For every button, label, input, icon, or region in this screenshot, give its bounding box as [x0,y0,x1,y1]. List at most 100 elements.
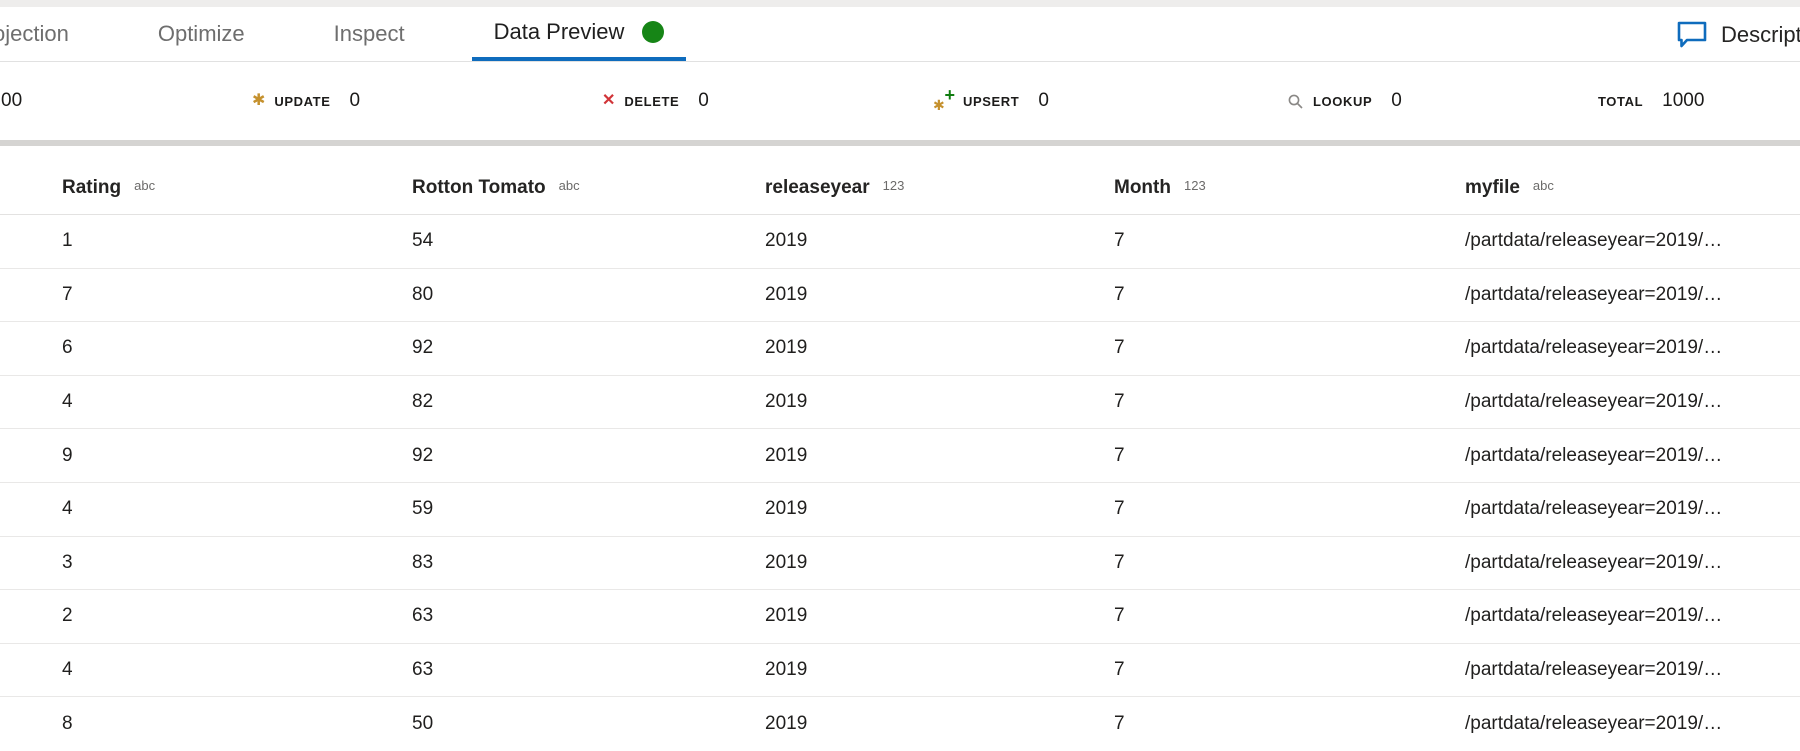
cell: 83 [412,551,434,573]
stat-label: UPDATE [274,93,331,109]
asterisk-plus-icon: ✱ + [933,86,955,113]
stat-upsert: ✱ + UPSERT 0 [933,86,1049,113]
preview-ready-dot-icon [642,21,665,43]
column-type-badge: abc [1532,177,1554,193]
cell: 2019 [765,498,808,520]
table-body: 1 54 2019 7/partdata/releaseyear=2019/… 7 80 2… [0,215,1800,751]
stat-value: 0 [1391,90,1402,111]
cell: 92 [412,444,434,466]
table-row[interactable]: 4 82 2019 7/partdata/releaseyear=2019/… [0,375,1800,430]
column-name: Rotton Tomato [412,176,546,198]
tab-inspect[interactable]: Inspect [312,7,427,61]
column-name: releaseyear [765,176,870,198]
stat-value: 0 [1038,90,1049,111]
cell: /partdata/releaseyear=2019/… [1465,551,1723,573]
cell: /partdata/releaseyear=2019/… [1465,659,1723,681]
tab-label: Data Preview [493,19,625,44]
cell: 7 [1114,713,1125,735]
cell: 9 [62,444,73,466]
description-button-label: Description [1721,21,1800,47]
x-icon: ✕ [602,92,616,109]
stat-total: TOTAL 1000 [1598,90,1704,112]
comment-icon [1677,21,1707,48]
cell: 4 [62,391,73,413]
table-row[interactable]: 8 50 2019 7/partdata/releaseyear=2019/… [0,697,1800,751]
table-row[interactable]: 9 92 2019 7/partdata/releaseyear=2019/… [0,429,1800,483]
asterisk-icon: ✱ [252,92,266,109]
tab-bar: Projection Optimize Inspect Data Preview De… [0,7,1800,62]
column-header-myfile[interactable]: myfile abc [1465,177,1799,199]
stat-update: ✱ UPDATE 0 [252,90,360,112]
column-name: myfile [1465,176,1520,198]
cell: 2019 [765,605,808,627]
description-button[interactable]: Description [1677,7,1800,62]
cell: 2019 [765,444,808,466]
top-divider-strip [0,0,1800,7]
cell: 63 [412,605,434,627]
stat-label: TOTAL [1598,93,1644,109]
table-row[interactable]: 2 63 2019 7/partdata/releaseyear=2019/… [0,590,1800,644]
column-header-rating[interactable]: Rating abc [62,177,412,199]
tab-label: Optimize [157,21,245,46]
cell: 4 [62,659,73,681]
table-row[interactable]: 6 92 2019 7/partdata/releaseyear=2019/… [0,322,1800,376]
cell: 2 [62,605,73,627]
column-header-month[interactable]: Month 123 [1114,177,1465,199]
column-type-badge: abc [558,177,580,193]
table-row[interactable]: 3 83 2019 7/partdata/releaseyear=2019/… [0,536,1800,591]
cell: 2019 [765,391,808,413]
tab-label: Projection [0,21,69,46]
cell: 2019 [765,337,808,359]
tab-list: Projection Optimize Inspect Data Preview [0,7,687,61]
cell: /partdata/releaseyear=2019/… [1465,605,1723,627]
column-type-badge: 123 [882,177,905,193]
cell: 8 [62,713,73,735]
cell: 2019 [765,283,808,305]
table-row[interactable]: 4 59 2019 7/partdata/releaseyear=2019/… [0,482,1800,537]
tab-label: Inspect [333,21,405,46]
tab-optimize[interactable]: Optimize [136,7,267,61]
cell: 7 [1114,391,1125,413]
stat-value: 0 [698,90,709,111]
column-type-badge: abc [134,177,156,193]
column-header-rotton-tomato[interactable]: Rotton Tomato abc [412,177,765,199]
cell: 7 [1114,498,1125,520]
cell: 7 [1114,283,1125,305]
asterisk-glyph: ✱ [933,97,945,113]
stat-label: DELETE [624,93,680,109]
cell: 7 [1114,605,1125,627]
cell: 7 [1114,659,1125,681]
cell: 3 [62,551,73,573]
cell: 2019 [765,551,808,573]
table-row[interactable]: 4 63 2019 7/partdata/releaseyear=2019/… [0,643,1800,698]
cell: /partdata/releaseyear=2019/… [1465,283,1723,305]
table-row[interactable]: 7 80 2019 7/partdata/releaseyear=2019/… [0,268,1800,323]
cell: /partdata/releaseyear=2019/… [1465,713,1723,735]
magnifier-icon [1288,94,1303,109]
cell: /partdata/releaseyear=2019/… [1465,391,1723,413]
table-header-row: Rating abc Rotton Tomato abc releaseyear 123 M… [0,146,1800,215]
cell: /partdata/releaseyear=2019/… [1465,230,1723,252]
table-row[interactable]: 1 54 2019 7/partdata/releaseyear=2019/… [0,215,1800,269]
stat-label: LOOKUP [1313,93,1373,109]
section-divider [0,140,1800,146]
cell: 4 [62,498,73,520]
cell: /partdata/releaseyear=2019/… [1465,337,1723,359]
cell: 6 [62,337,73,359]
cell: 82 [412,391,434,413]
stat-value: 0 [349,90,361,111]
stat-lookup: LOOKUP 0 [1287,90,1402,112]
cell: 7 [1114,230,1125,252]
cell: /partdata/releaseyear=2019/… [1465,498,1723,520]
cell: 92 [412,337,434,359]
column-name: Month [1114,176,1171,198]
stat-value: 1000 [1662,90,1705,111]
cell: /partdata/releaseyear=2019/… [1465,444,1723,466]
tab-projection[interactable]: Projection [0,7,91,61]
tab-data-preview[interactable]: Data Preview [471,7,687,61]
plus-glyph: + [944,85,955,105]
stat-label: UPSERT [963,93,1020,109]
column-header-releaseyear[interactable]: releaseyear 123 [765,177,1114,199]
cell: 50 [412,713,434,735]
